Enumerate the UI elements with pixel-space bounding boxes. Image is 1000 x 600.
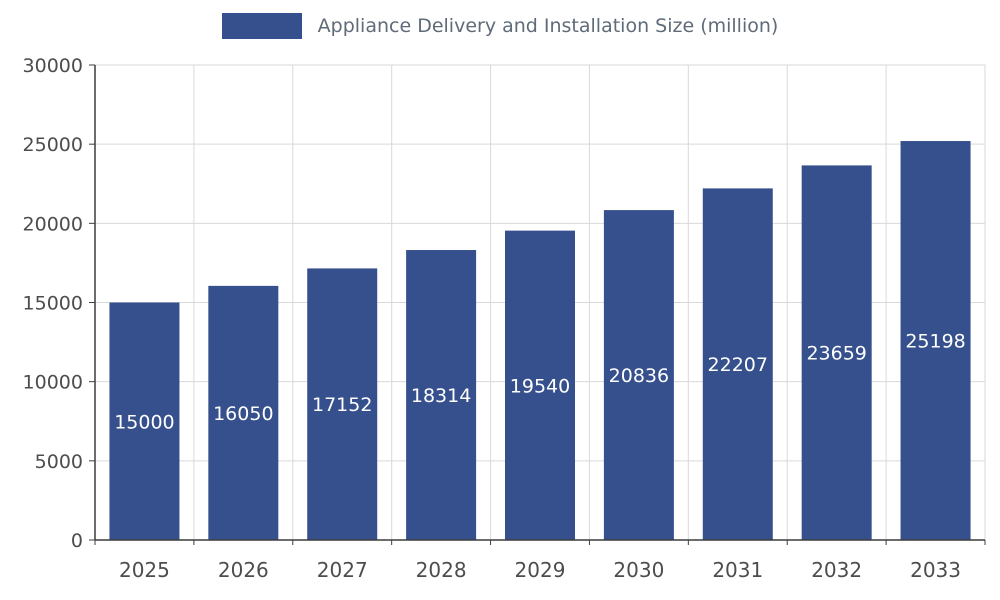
bar-2028	[406, 250, 477, 541]
bar-value-label: 15000	[114, 411, 174, 433]
bar-2030	[603, 210, 674, 540]
bar-value-label: 22207	[708, 354, 768, 376]
bar-2026	[208, 285, 279, 540]
bar-2025	[109, 302, 180, 540]
bar-value-label: 17152	[312, 394, 372, 416]
x-tick-label: 2028	[416, 558, 467, 582]
x-tick-label: 2031	[712, 558, 763, 582]
y-tick-label: 10000	[23, 372, 83, 394]
y-tick-label: 20000	[23, 213, 83, 235]
bar-2029	[505, 230, 575, 540]
x-tick-label: 2033	[910, 558, 961, 582]
x-tick-label: 2025	[119, 558, 170, 582]
y-tick-label: 30000	[23, 55, 83, 77]
bar-2032	[801, 165, 872, 540]
x-tick-label: 2026	[218, 558, 269, 582]
x-tick-label: 2027	[317, 558, 368, 582]
bar-value-label: 25198	[905, 331, 965, 353]
x-tick-label: 2029	[515, 558, 566, 582]
bar-value-label: 20836	[609, 365, 669, 387]
bar-value-label: 16050	[213, 403, 273, 425]
bar-value-label: 18314	[411, 385, 471, 407]
y-tick-label: 15000	[23, 293, 83, 315]
legend-swatch[interactable]	[221, 13, 302, 39]
bar-2027	[307, 268, 378, 540]
bar-2031	[702, 188, 773, 540]
bar-2033	[900, 141, 971, 540]
y-tick-label: 0	[71, 530, 83, 552]
legend: Appliance Delivery and Installation Size…	[0, 13, 1000, 39]
chart-title: Appliance Delivery and Installation Size…	[317, 15, 779, 37]
bar-value-label: 23659	[806, 343, 866, 365]
x-tick-label: 2032	[811, 558, 862, 582]
bar-value-label: 19540	[510, 375, 570, 397]
x-tick-label: 2030	[613, 558, 664, 582]
y-tick-label: 5000	[35, 451, 83, 473]
y-tick-label: 25000	[23, 134, 83, 156]
